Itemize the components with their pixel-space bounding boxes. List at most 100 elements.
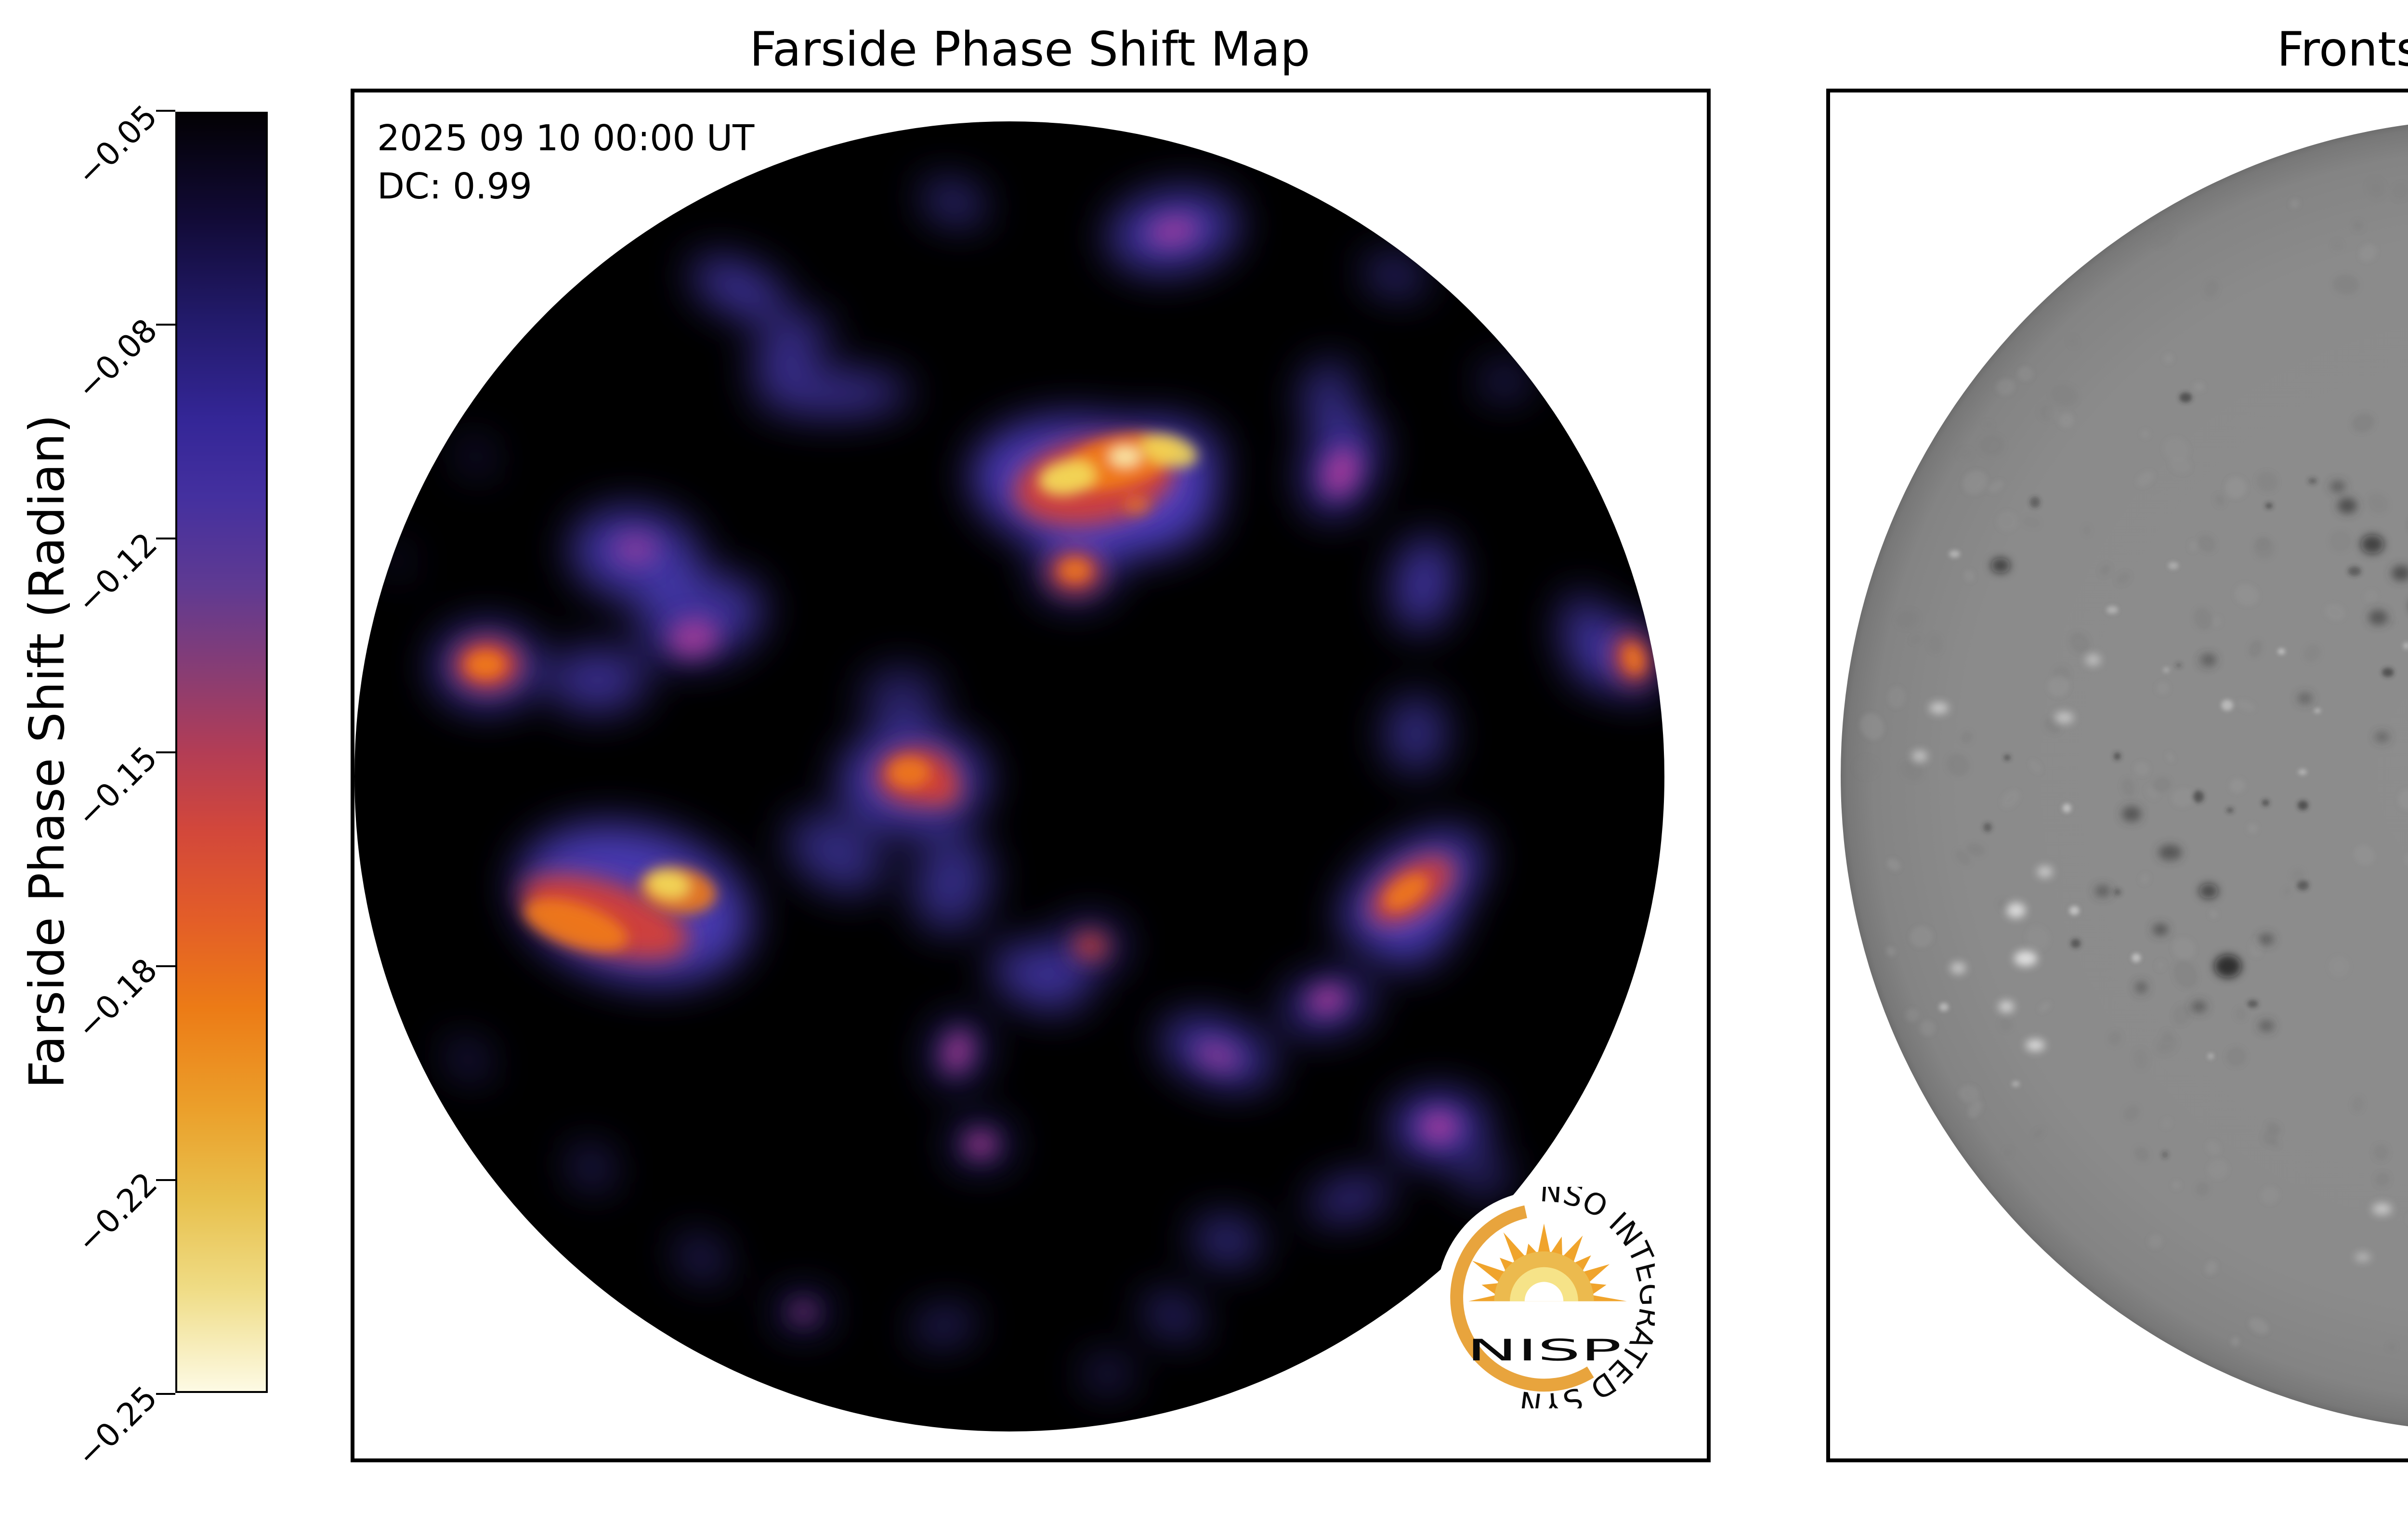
map-feature [2298,800,2309,810]
map-feature [2026,926,2050,951]
map-feature [2070,632,2090,654]
map-feature [2199,883,2219,899]
map-feature [2210,910,2218,919]
farside-timestamp: 2025 09 10 00:00 UT [377,119,755,160]
map-feature [2033,1129,2044,1138]
frontside-disk [1841,125,2408,1426]
map-feature [2235,584,2259,606]
map-feature [1968,1100,1983,1118]
map-feature [1991,558,2011,573]
colorbar-tick-label: −0.25 [69,1379,165,1475]
map-feature [2251,938,2264,958]
map-feature [2030,496,2041,508]
map-feature [2259,933,2275,945]
map-feature [1192,1217,1261,1264]
map-feature [1194,1040,1240,1071]
map-feature [1888,686,1906,708]
map-feature [2018,367,2034,381]
map-feature [2180,392,2193,403]
map-feature [2330,530,2352,552]
map-feature [1896,610,1919,629]
map-feature [2315,709,2321,713]
map-feature [1910,926,1934,947]
map-feature [1920,1020,1936,1036]
map-feature [448,1041,487,1078]
map-feature [1964,570,1975,582]
nisp-logo-arc [1450,1205,1594,1392]
map-feature [2048,676,2070,696]
map-feature [1997,511,2018,531]
map-feature [2353,221,2364,231]
map-feature [1301,361,1353,429]
colorbar-tick-mark [156,1178,175,1182]
map-feature [2227,808,2234,813]
map-feature [523,898,628,951]
map-feature [2249,1318,2269,1334]
map-feature [2201,654,2217,666]
map-feature [2168,562,2179,570]
map-feature [1385,696,1446,773]
map-feature [2154,228,2174,247]
map-feature [1623,643,1644,674]
map-feature [2122,806,2142,822]
map-feature [2266,503,2273,509]
map-feature [2393,184,2408,200]
map-feature [2368,493,2389,514]
map-feature [2196,1182,2210,1196]
map-feature [2192,1001,2207,1012]
map-feature [2000,1018,2013,1031]
map-feature [2257,472,2278,492]
map-feature [1860,713,1885,740]
map-feature [2291,868,2305,883]
map-feature [2173,1004,2191,1025]
map-feature [1309,1177,1391,1220]
farside-title: Farside Phase Shift Map [749,21,1310,77]
map-feature [2248,1000,2259,1008]
map-feature [1059,559,1090,582]
map-feature [2163,667,2170,673]
colorbar-tick-mark [156,751,175,754]
map-feature [2388,1343,2396,1350]
map-feature [2157,960,2165,971]
map-feature [1308,986,1346,1014]
map-feature [2259,1020,2275,1032]
map-feature [751,315,827,379]
map-feature [2122,778,2135,797]
map-feature [2134,1147,2150,1162]
map-feature [2206,1261,2218,1275]
colorbar-ticks: −0.05 −0.08 −0.12 −0.15 −0.18 −0.22 −0.25 [70,98,268,1475]
map-feature [2134,762,2150,776]
map-feature [2376,1172,2390,1186]
map-feature [787,814,884,893]
map-feature [2207,1141,2221,1155]
map-feature [1901,760,1924,781]
map-feature [1939,1003,1950,1011]
map-feature [2012,1081,2020,1087]
map-feature [2261,1187,2279,1204]
map-feature [965,1133,995,1156]
map-feature [1963,471,1988,495]
map-feature [691,257,788,321]
map-feature [1980,434,2005,456]
map-feature [2404,642,2408,649]
farside-disk-image [354,121,1664,1431]
map-feature [2063,803,2072,813]
map-feature [2002,790,2020,808]
map-feature [1886,946,1896,956]
map-feature [2003,1148,2013,1157]
map-feature [2194,382,2205,392]
map-feature [2222,699,2234,711]
map-feature [2354,845,2375,866]
map-feature [2248,823,2258,834]
map-feature [2023,516,2041,528]
map-feature [2149,1234,2163,1248]
map-feature [676,1237,725,1279]
map-feature [570,1147,612,1188]
map-feature [2208,1160,2229,1179]
map-feature [2297,880,2310,891]
map-feature [2333,274,2360,295]
map-feature [2360,244,2377,262]
map-feature [2193,790,2205,803]
map-feature [2153,777,2172,792]
map-feature [1364,257,1425,294]
